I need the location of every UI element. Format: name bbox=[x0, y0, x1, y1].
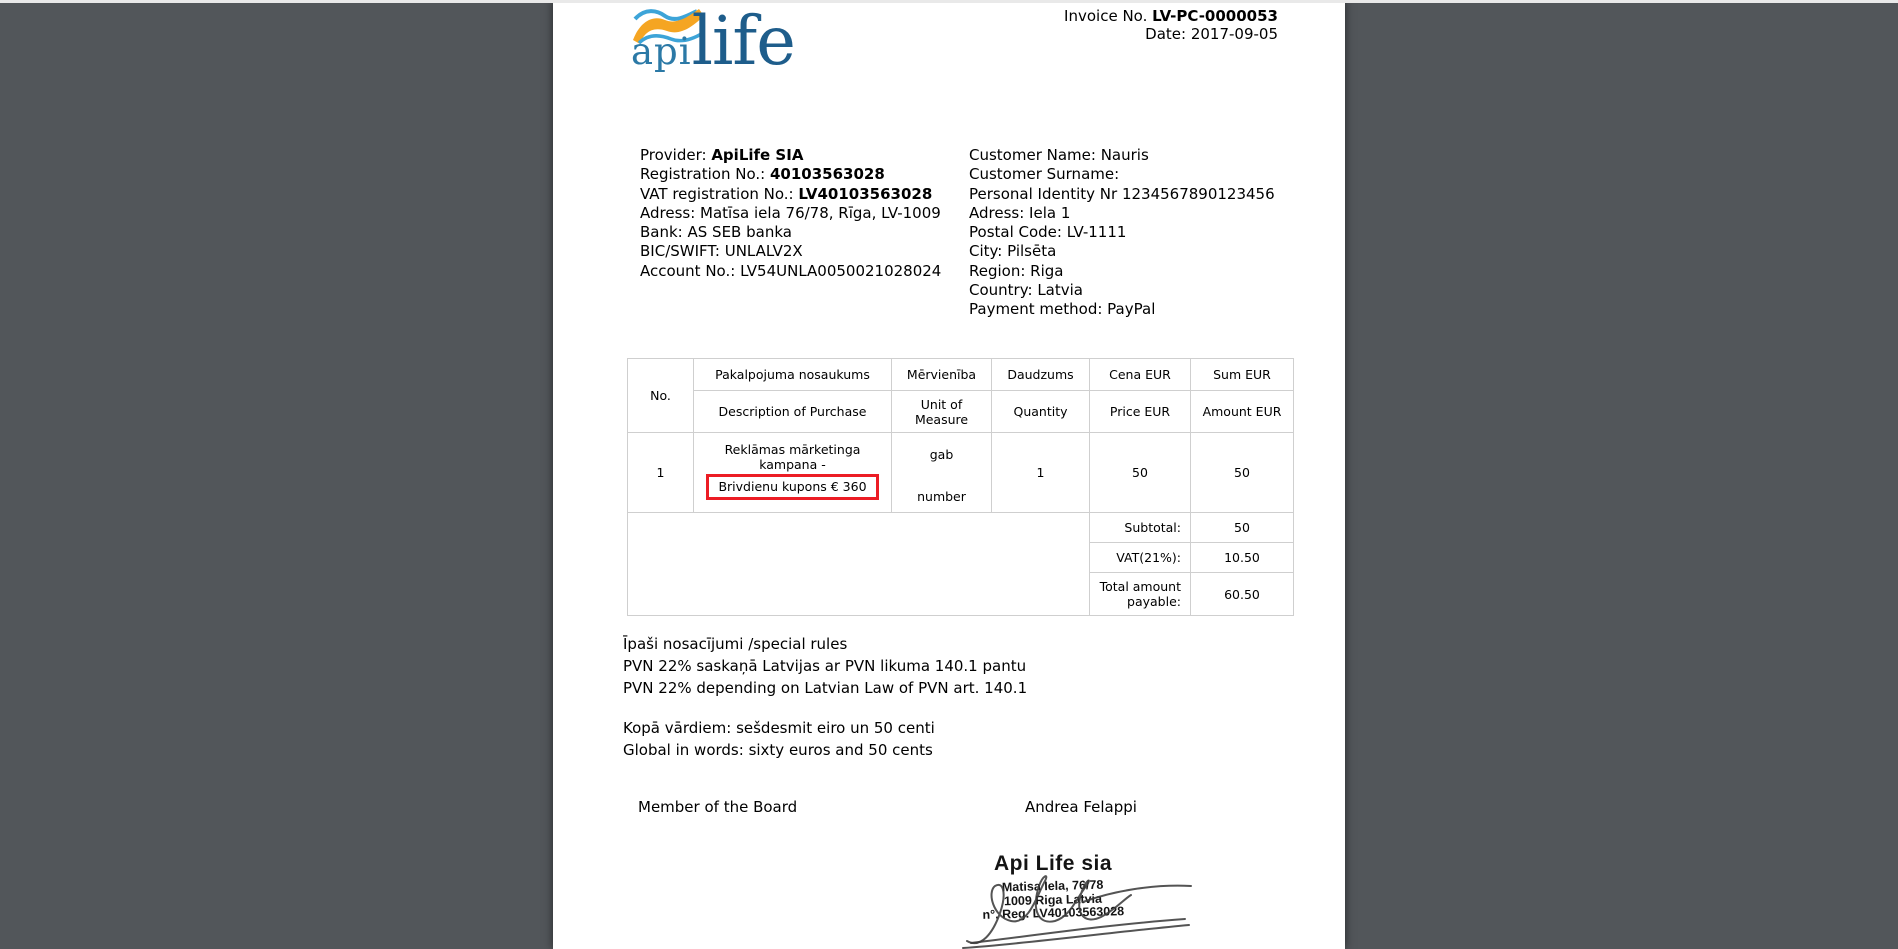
col-header-price-lv: Cena EUR bbox=[1089, 358, 1191, 391]
customer-line: Postal Code: LV-1111 bbox=[969, 223, 1127, 242]
col-header-sum-lv: Sum EUR bbox=[1190, 358, 1294, 391]
provider-line: Provider: ApiLife SIA bbox=[640, 146, 804, 164]
amount-in-words-block: Kopā vārdiem: sešdesmit eiro un 50 centi… bbox=[623, 717, 935, 761]
customer-line: City: Pilsēta bbox=[969, 242, 1057, 261]
signature-scrawl bbox=[962, 875, 1192, 949]
provider-line: Adress: Matīsa iela 76/78, Rīga, LV-1009 bbox=[640, 203, 941, 222]
item-unit: gab number bbox=[891, 432, 992, 513]
apilife-logo: api life bbox=[631, 4, 861, 80]
customer-line: Adress: Iela 1 bbox=[969, 203, 1071, 222]
provider-line: VAT registration No.: LV40103563028 bbox=[640, 184, 933, 203]
item-sum: 50 bbox=[1190, 432, 1294, 513]
total-label: Total amount payable: bbox=[1089, 572, 1191, 616]
stamp-company-name: Api Life sia bbox=[993, 852, 1113, 875]
logo-text-life: life bbox=[691, 2, 796, 80]
invoice-items-table: No. Pakalpojuma nosaukums Mērvienība Dau… bbox=[627, 358, 1294, 616]
invoice-number-line: Invoice No. LV-PC-0000053 bbox=[1064, 7, 1278, 26]
customer-line: Personal Identity Nr 1234567890123456 bbox=[969, 184, 1275, 203]
customer-line: Payment method: PayPal bbox=[969, 300, 1156, 319]
col-header-service-lv: Pakalpojuma nosaukums bbox=[693, 358, 892, 391]
col-header-description-en: Description of Purchase bbox=[693, 390, 892, 433]
unit-gap bbox=[894, 462, 989, 489]
total-value: 60.50 bbox=[1190, 572, 1294, 616]
table-header-row-lv: No. Pakalpojuma nosaukums Mērvienība Dau… bbox=[627, 358, 1294, 433]
logo-text-api: api bbox=[631, 30, 692, 73]
col-header-qty-lv: Daudzums bbox=[991, 358, 1090, 391]
item-unit-lv: gab bbox=[929, 447, 954, 462]
logo-waves-icon bbox=[633, 9, 704, 45]
item-description: Reklāmas mārketinga kampana - Brivdienu … bbox=[693, 432, 892, 513]
customer-block: Customer Name: Nauris Customer Surname: … bbox=[969, 146, 1275, 320]
subtotal-label: Subtotal: bbox=[1089, 512, 1191, 543]
invoice-date-line: Date: 2017-09-05 bbox=[1145, 24, 1278, 43]
provider-line: BIC/SWIFT: UNLALV2X bbox=[640, 242, 803, 261]
signer-name: Andrea Felappi bbox=[1025, 798, 1137, 816]
item-no: 1 bbox=[627, 432, 694, 513]
invoice-number-value: LV-PC-0000053 bbox=[1152, 7, 1278, 25]
item-row: 1 Reklāmas mārketinga kampana - Brivdien… bbox=[627, 432, 1294, 513]
customer-line: Region: Riga bbox=[969, 261, 1064, 280]
provider-line: Account No.: LV54UNLA0050021028024 bbox=[640, 261, 942, 280]
special-rules-title: Īpaši nosacījumi /special rules bbox=[623, 635, 848, 653]
invoice-meta: Invoice No. LV-PC-0000053 Date: 2017-09-… bbox=[1064, 7, 1278, 43]
col-header-amount-en: Amount EUR bbox=[1190, 390, 1294, 433]
item-description-line1: Reklāmas mārketinga kampana - bbox=[724, 442, 861, 472]
col-header-qty-en: Quantity bbox=[991, 390, 1090, 433]
provider-line: Bank: AS SEB banka bbox=[640, 223, 792, 242]
table-header-row-en: Description of Purchase Unit of Measure … bbox=[628, 390, 1294, 433]
vat-row: VAT(21%): 10.50 bbox=[628, 542, 1294, 573]
col-header-unit-en: Unit of Measure bbox=[891, 390, 992, 433]
vat-label: VAT(21%): bbox=[1089, 542, 1191, 573]
customer-line: Customer Surname: bbox=[969, 165, 1120, 184]
signer-title: Member of the Board bbox=[638, 798, 798, 816]
invoice-number-label: Invoice No. bbox=[1064, 7, 1153, 25]
provider-block: Provider: ApiLife SIA Registration No.: … bbox=[640, 146, 941, 281]
subtotal-value: 50 bbox=[1190, 512, 1294, 543]
item-price: 50 bbox=[1089, 432, 1191, 513]
item-unit-en: number bbox=[917, 489, 966, 504]
invoice-page: api life Invoice No. LV-PC-0000053 Date: … bbox=[553, 0, 1345, 949]
col-header-unit-lv: Mērvienība bbox=[891, 358, 992, 391]
vat-value: 10.50 bbox=[1190, 542, 1294, 573]
amount-in-words-lv: Kopā vārdiem: sešdesmit eiro un 50 centi bbox=[623, 719, 935, 737]
company-stamp: Api Life sia Matisa Iela, 76/78 1009 Rig… bbox=[960, 851, 1146, 922]
totals-spacer-cell bbox=[627, 512, 1090, 616]
total-row: Total amount payable: 60.50 bbox=[628, 572, 1294, 616]
special-rules-line-lv: PVN 22% saskaņā Latvijas ar PVN likuma 1… bbox=[623, 656, 1027, 675]
special-rules-line-en: PVN 22% depending on Latvian Law of PVN … bbox=[623, 678, 1028, 697]
customer-line: Country: Latvia bbox=[969, 281, 1083, 300]
item-quantity: 1 bbox=[991, 432, 1090, 513]
amount-in-words-en: Global in words: sixty euros and 50 cent… bbox=[623, 741, 933, 759]
special-rules-block: Īpaši nosacījumi /special rules PVN 22% … bbox=[623, 634, 1027, 699]
subtotal-row: Subtotal: 50 bbox=[627, 512, 1294, 616]
customer-line: Customer Name: Nauris bbox=[969, 146, 1149, 164]
col-header-price-en: Price EUR bbox=[1089, 390, 1191, 433]
top-edge-strip bbox=[0, 0, 1898, 3]
provider-line: Registration No.: 40103563028 bbox=[640, 165, 885, 184]
highlight-box: Brivdienu kupons € 360 bbox=[706, 474, 879, 500]
col-header-no: No. bbox=[627, 358, 694, 433]
logo-wordmark: api life bbox=[631, 2, 796, 87]
